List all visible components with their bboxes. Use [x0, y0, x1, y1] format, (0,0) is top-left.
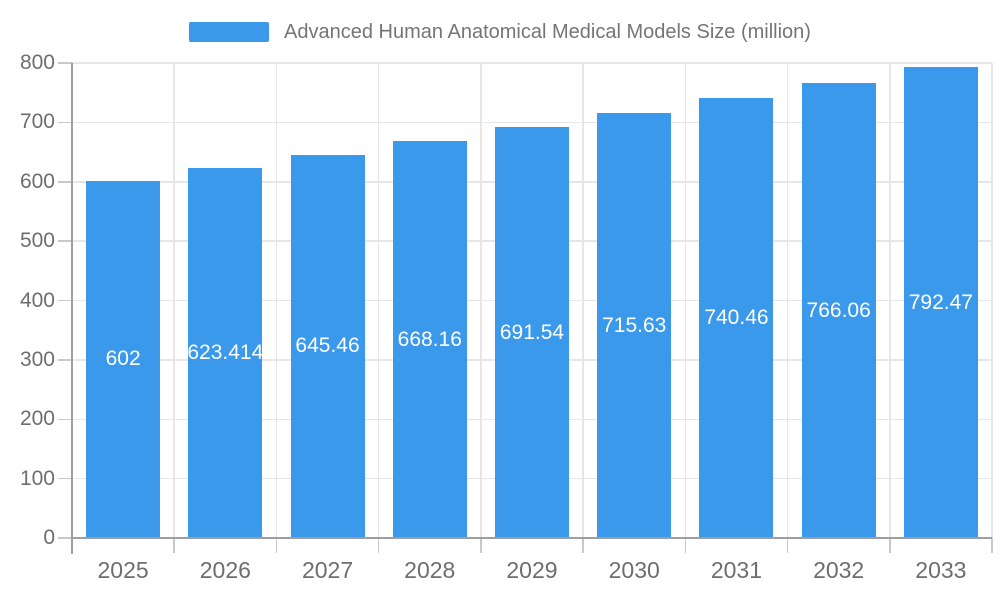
y-tick: [58, 418, 72, 420]
y-tick-label: 400: [19, 288, 55, 312]
bar-value-label: 792.47: [908, 290, 973, 314]
x-tick-label: 2030: [608, 557, 660, 583]
y-tick: [58, 299, 72, 302]
y-tick-label: 600: [19, 169, 55, 193]
legend[interactable]: Advanced Human Anatomical Medical Models…: [0, 14, 1000, 50]
y-tick: [58, 359, 72, 361]
y-tick: [58, 62, 72, 64]
v-gridline: [889, 63, 891, 538]
y-tick: [58, 537, 72, 539]
x-tick-label: 2032: [813, 557, 865, 583]
x-tick: [377, 538, 380, 553]
bar[interactable]: 668.16: [392, 141, 467, 538]
y-tick-label: 800: [19, 51, 55, 74]
x-tick-label: 2025: [97, 557, 149, 583]
y-gridline: [72, 62, 992, 64]
x-tick: [275, 538, 278, 553]
bar-value-label: 623.414: [188, 340, 263, 364]
x-tick-label: 2033: [915, 557, 967, 583]
v-gridline: [991, 63, 993, 538]
x-tick: [480, 538, 482, 553]
x-tick-label: 2026: [199, 557, 251, 583]
v-gridline: [684, 63, 687, 538]
legend-label[interactable]: Advanced Human Anatomical Medical Models…: [284, 21, 811, 43]
x-tick: [582, 538, 584, 553]
y-tick: [58, 477, 72, 480]
x-tick-label: 2031: [710, 557, 763, 583]
x-tick-label: 2029: [506, 557, 558, 583]
y-tick: [58, 240, 72, 242]
v-gridline: [582, 63, 584, 538]
y-tick-label: 300: [19, 347, 55, 371]
x-tick: [889, 538, 891, 553]
bar-value-label: 645.46: [295, 334, 360, 358]
bar[interactable]: 645.46: [290, 154, 365, 538]
x-tick: [991, 538, 993, 553]
x-tick-label: 2027: [301, 557, 354, 583]
bar-value-label: 668.16: [397, 327, 462, 351]
v-gridline: [786, 63, 789, 538]
y-tick: [58, 121, 72, 124]
y-tick-label: 200: [19, 407, 55, 431]
x-tick: [173, 538, 175, 553]
y-gridline: [72, 121, 992, 124]
bar-value-label: 691.54: [499, 320, 565, 344]
v-gridline: [173, 63, 175, 538]
bar-value-label: 602: [105, 347, 141, 371]
bar[interactable]: 792.47: [903, 67, 978, 538]
y-tick-label: 500: [19, 229, 55, 253]
x-axis-line: [72, 537, 992, 539]
v-gridline: [480, 63, 482, 538]
x-tick-label: 2028: [404, 557, 456, 583]
bar-value-label: 715.63: [602, 313, 667, 337]
x-tick: [786, 538, 789, 553]
v-gridline: [275, 63, 278, 538]
bar[interactable]: 740.46: [699, 98, 774, 538]
y-tick: [58, 181, 72, 183]
bar-value-label: 766.06: [806, 298, 871, 322]
x-tick: [684, 538, 687, 553]
bar[interactable]: 766.06: [801, 83, 876, 538]
y-tick-label: 700: [19, 110, 55, 134]
bar[interactable]: 715.63: [597, 113, 672, 538]
y-tick-label: 100: [19, 466, 55, 490]
legend-swatch-icon[interactable]: [189, 22, 270, 42]
bar-value-label: 740.46: [704, 306, 769, 330]
bar[interactable]: 691.54: [495, 127, 569, 538]
y-axis-line: [71, 63, 73, 554]
v-gridline: [377, 63, 380, 538]
y-tick-label: 0: [43, 526, 55, 549]
bar[interactable]: 623.414: [188, 167, 263, 538]
bar[interactable]: 602: [86, 180, 161, 538]
